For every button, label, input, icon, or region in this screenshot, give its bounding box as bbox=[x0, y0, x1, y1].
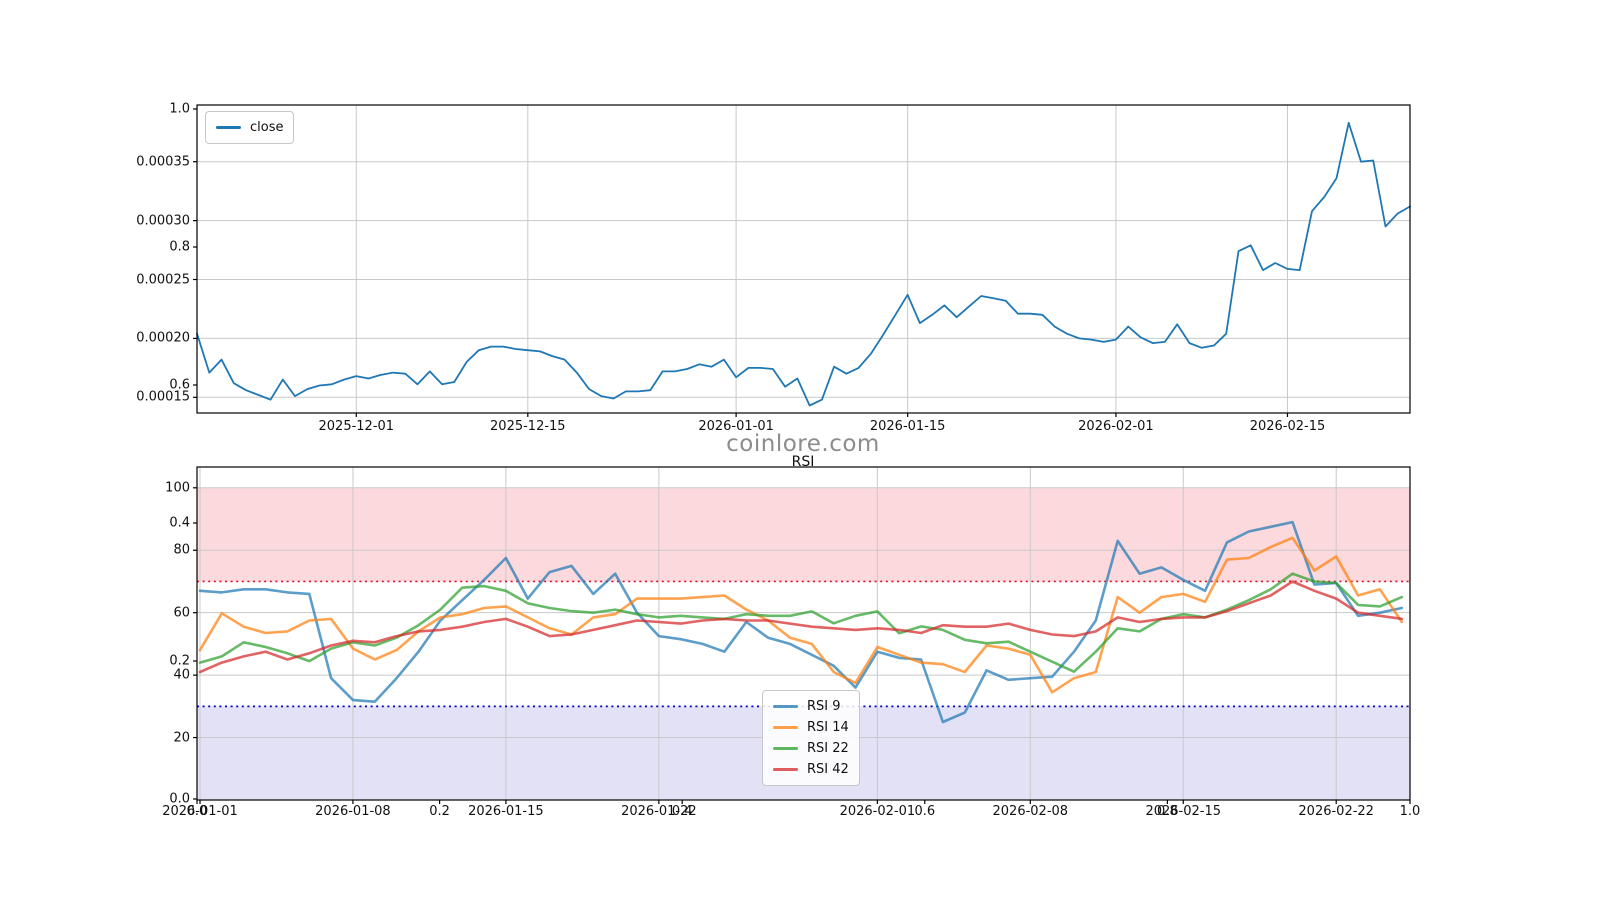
rsi-legend-swatch-1 bbox=[773, 704, 798, 709]
rsi-legend-label-4: RSI 42 bbox=[807, 762, 849, 777]
price-axis-tick-label: 0.00030 bbox=[136, 213, 190, 229]
rsi-date-tick-label: 2026-02-01 bbox=[839, 804, 916, 819]
overlay-y-tick-label: 1.0 bbox=[169, 101, 190, 117]
price-date-tick-label: 2025-12-15 bbox=[490, 419, 566, 434]
price-date-tick-label: 2026-02-01 bbox=[1078, 419, 1154, 434]
overlay-y-tick-label: 0.2 bbox=[169, 653, 190, 669]
overlay-y-tick-label: 0.8 bbox=[169, 239, 190, 255]
price-axes-frame bbox=[196, 104, 1411, 414]
overlay-x-tick-label: 1.0 bbox=[1399, 804, 1421, 819]
rsi-date-tick-label: 2026-02-08 bbox=[992, 804, 1069, 819]
price-axis-tick-label: 0.00020 bbox=[136, 330, 190, 346]
rsi-legend-swatch-4 bbox=[773, 767, 798, 772]
price-axis-tick-label: 0.00035 bbox=[136, 154, 190, 170]
price-axis-tick-label: 0.00015 bbox=[136, 389, 190, 405]
overlay-y-tick-label: 0.4 bbox=[169, 515, 190, 531]
close-legend-swatch bbox=[216, 126, 241, 129]
overbought-band bbox=[197, 487, 1410, 582]
overlay-y-tick-label: 0.6 bbox=[169, 377, 190, 393]
rsi-legend-row-3: RSI 22 bbox=[773, 738, 849, 759]
rsi2-line bbox=[198, 536, 1404, 694]
rsi-legend-row-1: RSI 9 bbox=[773, 696, 849, 717]
rsi-axis-tick-label: 40 bbox=[173, 667, 190, 683]
close-legend-label: close bbox=[250, 120, 284, 135]
price-date-tick-label: 2026-02-15 bbox=[1249, 419, 1326, 434]
rsi-axis-tick-label: 20 bbox=[173, 730, 190, 746]
rsi-legend-label-1: RSI 9 bbox=[807, 699, 841, 714]
rsi-legend-label-2: RSI 14 bbox=[807, 720, 849, 735]
close-legend-row: close bbox=[216, 117, 283, 138]
overlay-y-tick-label: 0.0 bbox=[169, 791, 190, 807]
price-date-tick-label: 2025-12-01 bbox=[318, 419, 395, 434]
rsi-axis-tick-label: 80 bbox=[173, 542, 190, 558]
rsi-legend: RSI 9 RSI 14 RSI 22 RSI 42 bbox=[762, 690, 860, 786]
overlay-x-tick-label: 0.0 bbox=[186, 804, 208, 819]
rsi-date-tick-label: 2026-01-22 bbox=[621, 804, 697, 819]
overlay-x-tick-label: 0.2 bbox=[429, 804, 450, 819]
rsi-legend-row-4: RSI 42 bbox=[773, 759, 849, 780]
rsi1-line bbox=[198, 520, 1404, 724]
overlay-x-tick-label: 0.4 bbox=[671, 804, 693, 819]
close-line bbox=[196, 121, 1411, 407]
price-date-tick-label: 2026-01-01 bbox=[698, 419, 774, 434]
rsi-axis-tick-label: 60 bbox=[173, 605, 190, 621]
rsi-legend-swatch-3 bbox=[773, 746, 798, 751]
rsi-legend-row-2: RSI 14 bbox=[773, 717, 849, 738]
rsi-date-tick-label: 2026-01-15 bbox=[468, 804, 544, 819]
rsi-legend-label-3: RSI 22 bbox=[807, 741, 849, 756]
rsi-date-tick-label: 2026-01-01 bbox=[162, 804, 238, 819]
price-axis-tick-label: 0.00025 bbox=[136, 272, 190, 287]
close-legend: close bbox=[205, 111, 295, 144]
rsi-axis-tick-label: 100 bbox=[165, 480, 190, 496]
rsi-date-tick-label: 2026-01-08 bbox=[315, 804, 391, 819]
rsi4-line bbox=[198, 580, 1404, 674]
rsi-date-tick-label: 2026-02-15 bbox=[1145, 804, 1222, 819]
rsi-date-tick-label: 2026-02-22 bbox=[1298, 804, 1374, 819]
overlay-x-tick-label: 0.6 bbox=[914, 804, 936, 819]
rsi-legend-swatch-2 bbox=[773, 725, 798, 730]
overlay-x-tick-label: 0.8 bbox=[1157, 804, 1178, 819]
watermark: coinlore.com bbox=[726, 431, 880, 457]
price-date-tick-label: 2026-01-15 bbox=[869, 419, 946, 434]
rsi-subplot-title: RSI bbox=[791, 454, 815, 470]
rsi-axes-frame bbox=[196, 466, 1411, 801]
